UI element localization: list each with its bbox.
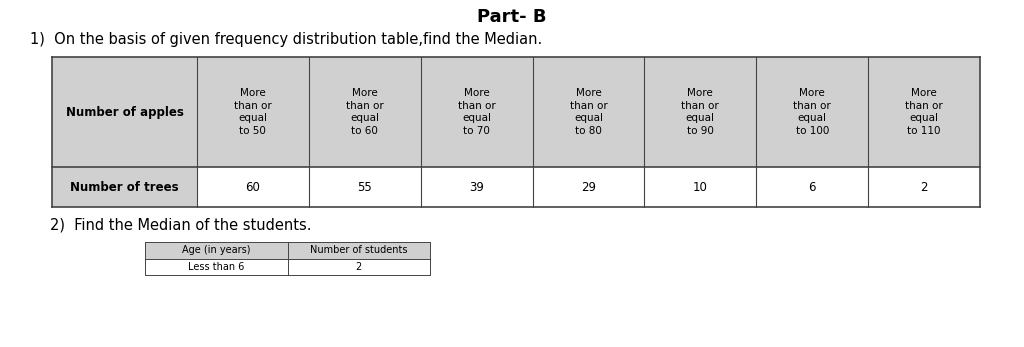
Text: More
than or
equal
to 100: More than or equal to 100 [794, 88, 831, 136]
Text: 6: 6 [809, 180, 816, 194]
Text: More
than or
equal
to 60: More than or equal to 60 [346, 88, 384, 136]
Bar [52, 57, 980, 207]
Text: Number of trees: Number of trees [71, 180, 179, 194]
Text: Number of students: Number of students [310, 245, 408, 255]
Text: 60: 60 [246, 180, 260, 194]
Text: 2)  Find the Median of the students.: 2) Find the Median of the students. [50, 218, 311, 232]
Text: 29: 29 [581, 180, 596, 194]
Text: Age (in years): Age (in years) [182, 245, 251, 255]
Text: More
than or
equal
to 80: More than or equal to 80 [569, 88, 607, 136]
Text: 2: 2 [921, 180, 928, 194]
Text: 55: 55 [357, 180, 372, 194]
Text: 39: 39 [469, 180, 484, 194]
Bar [52, 167, 197, 207]
Text: More
than or
equal
to 50: More than or equal to 50 [234, 88, 271, 136]
Bar [52, 57, 980, 167]
Text: Part- B: Part- B [477, 8, 547, 26]
Text: 10: 10 [693, 180, 708, 194]
Text: 1)  On the basis of given frequency distribution table,find the Median.: 1) On the basis of given frequency distr… [30, 32, 543, 46]
Text: More
than or
equal
to 110: More than or equal to 110 [905, 88, 943, 136]
Bar [145, 242, 430, 275]
Text: Less than 6: Less than 6 [188, 262, 245, 272]
Text: More
than or
equal
to 70: More than or equal to 70 [458, 88, 496, 136]
Text: More
than or
equal
to 90: More than or equal to 90 [682, 88, 719, 136]
Text: 2: 2 [355, 262, 361, 272]
Text: Number of apples: Number of apples [66, 105, 183, 118]
Bar [145, 242, 430, 259]
